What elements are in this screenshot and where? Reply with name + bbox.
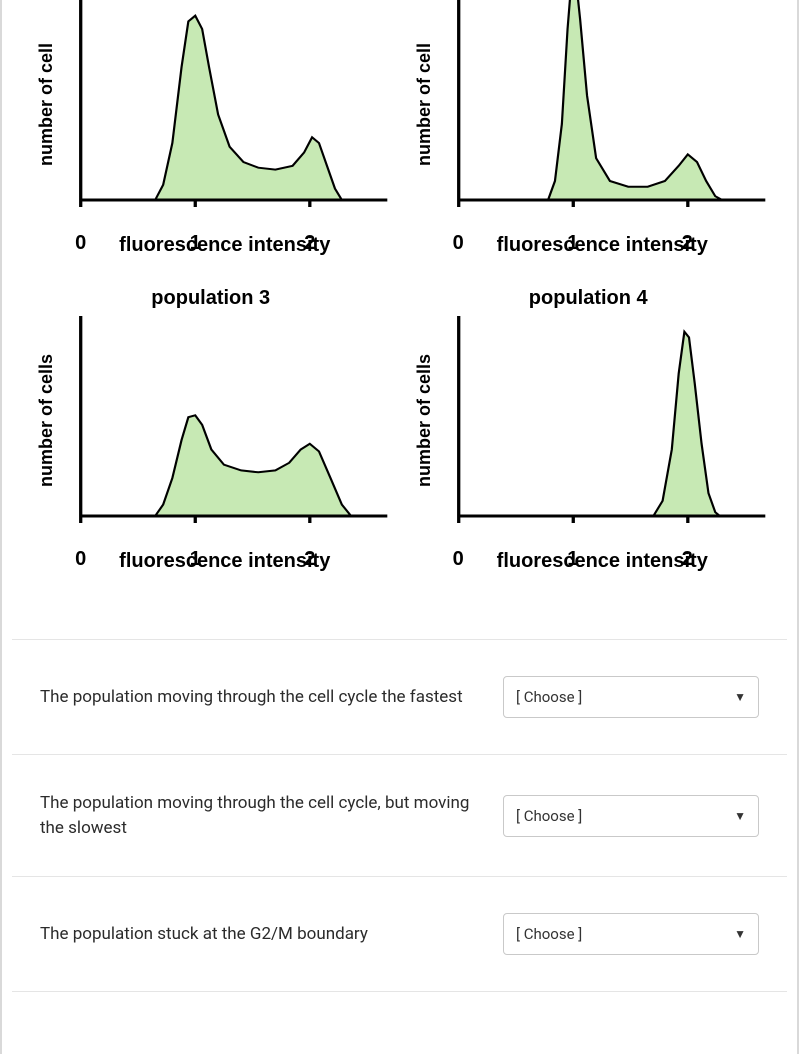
answer-dropdown[interactable]: [ Choose ] ▼ <box>503 795 759 837</box>
y-axis-label: number of cells <box>410 354 439 487</box>
plot-area: 012 <box>439 316 768 526</box>
question-text: The population moving through the cell c… <box>40 685 485 710</box>
page: number of cell012fluorescence intensityn… <box>0 0 799 1054</box>
question-row: The population stuck at the G2/M boundar… <box>12 899 787 969</box>
chart-body: number of cell012 <box>410 0 768 210</box>
chart-title: population 3 <box>32 287 390 310</box>
x-tick: 1 <box>567 548 578 571</box>
divider <box>12 754 787 755</box>
x-tick: 1 <box>567 232 578 255</box>
x-tick: 2 <box>304 232 315 255</box>
question-text: The population stuck at the G2/M boundar… <box>40 922 485 947</box>
chart-panel: population 3number of cells012fluorescen… <box>32 287 390 573</box>
divider <box>12 991 787 992</box>
chart-panel: population 4number of cells012fluorescen… <box>410 287 768 573</box>
dropdown-value: [ Choose ] <box>516 807 582 825</box>
x-axis-label: fluorescence intensity <box>60 550 390 573</box>
chart-panel: number of cell012fluorescence intensity <box>410 0 768 257</box>
divider <box>12 876 787 877</box>
charts-grid: number of cell012fluorescence intensityn… <box>12 0 787 613</box>
x-tick: 0 <box>453 232 464 255</box>
x-tick: 2 <box>682 232 693 255</box>
plot-area: 012 <box>439 0 768 210</box>
x-tick: 1 <box>190 548 201 571</box>
question-text: The population moving through the cell c… <box>40 791 485 840</box>
x-tick: 0 <box>453 548 464 571</box>
x-axis-label: fluorescence intensity <box>60 234 390 257</box>
x-tick: 1 <box>190 232 201 255</box>
x-tick: 0 <box>75 232 86 255</box>
plot-area: 012 <box>61 0 390 210</box>
x-tick: 0 <box>75 548 86 571</box>
divider <box>12 639 787 640</box>
plot-area: 012 <box>61 316 390 526</box>
y-axis-label: number of cell <box>32 43 61 166</box>
y-axis-label: number of cells <box>32 354 61 487</box>
chevron-down-icon: ▼ <box>734 809 746 823</box>
x-tick: 2 <box>304 548 315 571</box>
dropdown-value: [ Choose ] <box>516 925 582 943</box>
chevron-down-icon: ▼ <box>734 690 746 704</box>
x-axis-label: fluorescence intensity <box>438 550 768 573</box>
questions-block: The population moving through the cell c… <box>12 613 787 992</box>
chart-body: number of cell012 <box>32 0 390 210</box>
chart-body: number of cells012 <box>32 316 390 526</box>
chevron-down-icon: ▼ <box>734 927 746 941</box>
chart-panel: number of cell012fluorescence intensity <box>32 0 390 257</box>
question-row: The population moving through the cell c… <box>12 777 787 854</box>
dropdown-value: [ Choose ] <box>516 688 582 706</box>
chart-body: number of cells012 <box>410 316 768 526</box>
question-row: The population moving through the cell c… <box>12 662 787 732</box>
chart-title: population 4 <box>410 287 768 310</box>
x-axis-label: fluorescence intensity <box>438 234 768 257</box>
y-axis-label: number of cell <box>410 43 439 166</box>
answer-dropdown[interactable]: [ Choose ] ▼ <box>503 913 759 955</box>
x-tick: 2 <box>682 548 693 571</box>
answer-dropdown[interactable]: [ Choose ] ▼ <box>503 676 759 718</box>
